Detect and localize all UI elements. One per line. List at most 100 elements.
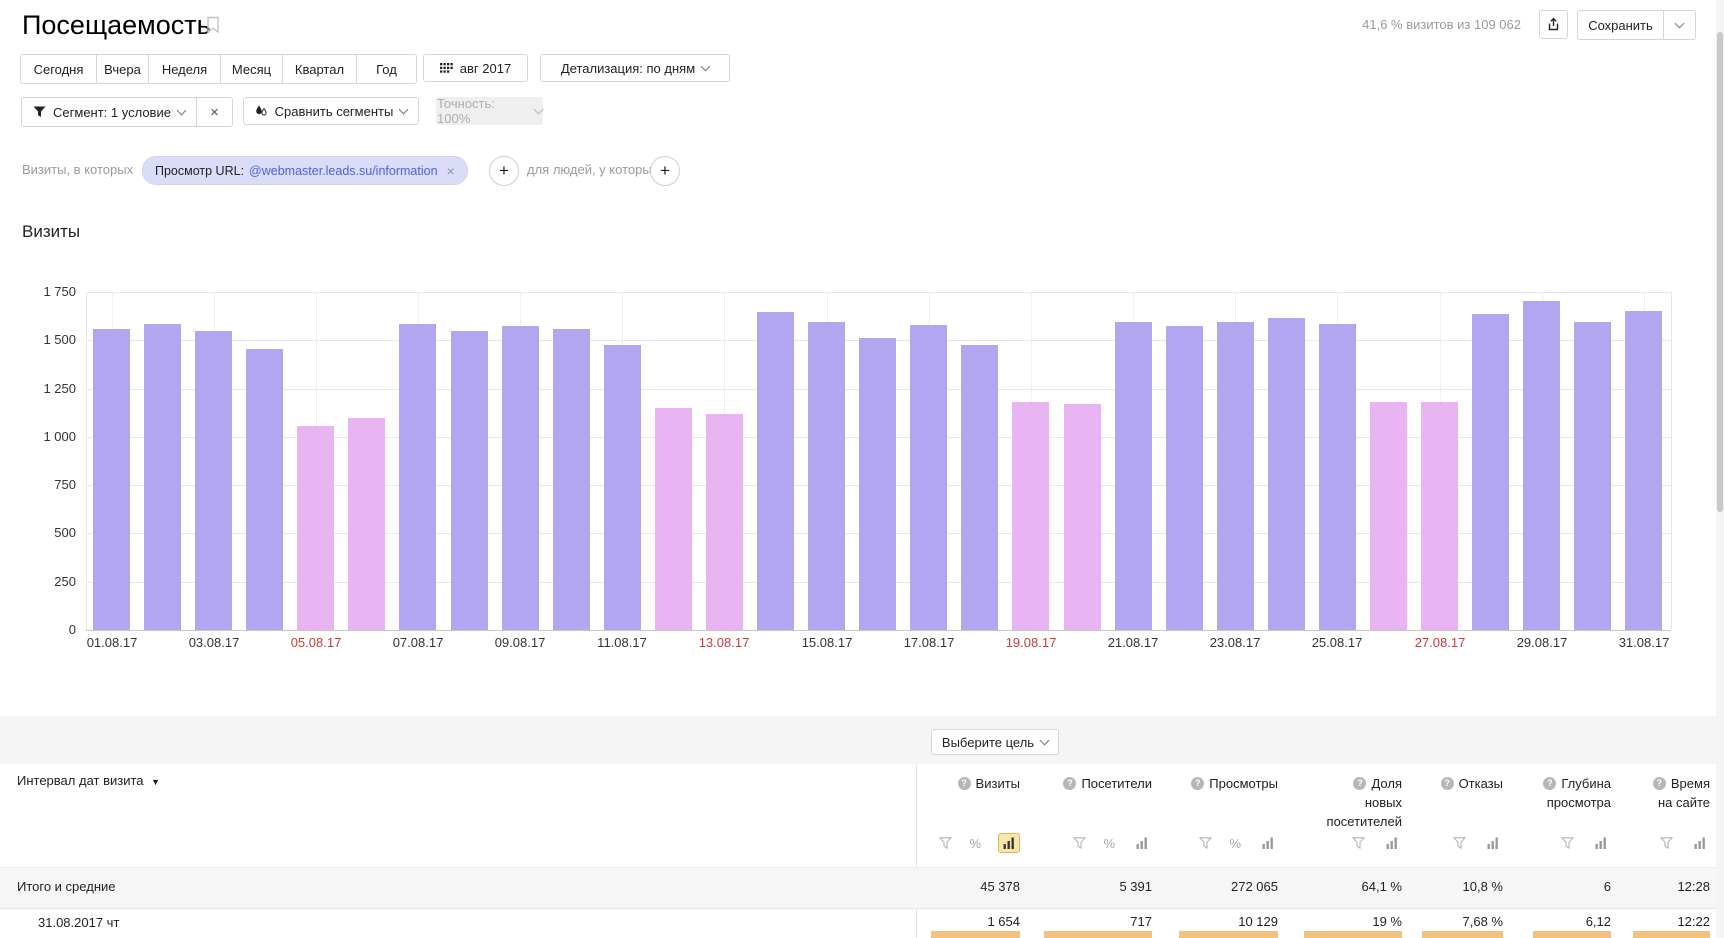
bar-22.08.17[interactable] — [1166, 326, 1203, 630]
bar-29.08.17[interactable] — [1523, 301, 1560, 630]
bar-19.08.17[interactable] — [1012, 402, 1049, 630]
tab-quarter[interactable]: Квартал — [283, 55, 357, 83]
close-icon[interactable]: × — [446, 162, 455, 179]
column-header-4[interactable]: ? Доля новых посетителей — [1272, 774, 1402, 831]
filter-funnel-icon[interactable] — [939, 837, 953, 849]
row-value-Глубина просмотра: 6,12 — [1585, 914, 1611, 929]
bar-23.08.17[interactable] — [1217, 322, 1254, 630]
bookmark-icon[interactable] — [206, 16, 220, 34]
totals-value-Отказы: 10,8 % — [1462, 879, 1503, 894]
filter-funnel-icon[interactable] — [1660, 837, 1673, 849]
bar-02.08.17[interactable] — [144, 324, 181, 630]
h-gridline — [86, 292, 1671, 293]
x-axis-label: 03.08.17 — [188, 635, 240, 650]
bar-16.08.17[interactable] — [859, 338, 896, 630]
bar-04.08.17[interactable] — [246, 349, 283, 630]
help-icon[interactable]: ? — [957, 777, 971, 790]
tab-today[interactable]: Сегодня — [21, 55, 97, 83]
bar-03.08.17[interactable] — [195, 331, 232, 630]
sort-bars-icon[interactable] — [1483, 834, 1503, 852]
detail-button[interactable]: Детализация: по дням — [540, 54, 730, 82]
bar-21.08.17[interactable] — [1115, 322, 1152, 630]
filter-funnel-icon[interactable] — [1352, 837, 1365, 849]
bar-01.08.17[interactable] — [93, 329, 130, 630]
url-filter-chip[interactable]: Просмотр URL: @webmaster.leads.su/inform… — [142, 156, 468, 185]
bar-09.08.17[interactable] — [502, 326, 539, 630]
bar-07.08.17[interactable] — [399, 324, 436, 630]
bar-10.08.17[interactable] — [553, 329, 590, 630]
percent-icon[interactable]: % — [1103, 835, 1115, 851]
select-goal-button[interactable]: Выберите цель — [931, 729, 1059, 755]
bar-27.08.17[interactable] — [1421, 402, 1458, 630]
column-header-2[interactable]: ? Посетители — [1022, 774, 1152, 793]
add-visit-condition-button[interactable]: + — [489, 156, 519, 186]
accuracy-button[interactable]: Точность: 100% — [436, 96, 544, 126]
compare-segments-button[interactable]: Сравнить сегменты — [243, 97, 419, 125]
first-column-header[interactable]: Интервал дат визита ▼ — [17, 773, 161, 788]
sort-bars-icon[interactable] — [1690, 834, 1710, 852]
bar-14.08.17[interactable] — [757, 312, 794, 630]
segment-clear-button[interactable]: × — [196, 98, 232, 126]
filter-funnel-icon[interactable] — [1561, 837, 1574, 849]
help-icon[interactable]: ? — [1652, 777, 1666, 790]
help-icon[interactable]: ? — [1063, 777, 1077, 790]
column-controls-4 — [1282, 833, 1402, 853]
help-icon[interactable]: ? — [1440, 777, 1454, 790]
save-menu-button[interactable] — [1663, 11, 1694, 39]
sort-bars-icon[interactable] — [1382, 834, 1402, 852]
save-button[interactable]: Сохранить — [1578, 11, 1663, 39]
scrollbar-thumb[interactable] — [1717, 32, 1723, 512]
filter-funnel-icon[interactable] — [1073, 837, 1087, 849]
bar-28.08.17[interactable] — [1472, 314, 1509, 630]
add-people-condition-button[interactable]: + — [650, 156, 680, 186]
sort-bars-icon[interactable] — [1591, 834, 1611, 852]
calendar-button[interactable]: авг 2017 — [423, 54, 528, 82]
help-icon[interactable]: ? — [1543, 777, 1557, 790]
scrollbar-track[interactable] — [1716, 0, 1724, 938]
help-icon[interactable]: ? — [1353, 777, 1367, 790]
sort-bars-icon-active[interactable] — [998, 833, 1020, 853]
bar-18.08.17[interactable] — [961, 345, 998, 630]
column-header-7[interactable]: ? Время на сайте — [1580, 774, 1710, 812]
segment-button[interactable]: Сегмент: 1 условие — [22, 98, 196, 126]
filter-funnel-icon[interactable] — [1453, 837, 1466, 849]
bar-15.08.17[interactable] — [808, 322, 845, 630]
sort-bars-icon[interactable] — [1258, 834, 1278, 852]
tab-week[interactable]: Неделя — [149, 55, 221, 83]
column-header-3[interactable]: ? Просмотры — [1148, 774, 1278, 793]
bar-24.08.17[interactable] — [1268, 318, 1305, 630]
column-header-5[interactable]: ? Отказы — [1373, 774, 1503, 793]
row-value-Отказы: 7,68 % — [1462, 914, 1503, 929]
chip-url-value[interactable]: @webmaster.leads.su/information — [249, 163, 438, 178]
tab-year[interactable]: Год — [376, 61, 397, 77]
bar-31.08.17[interactable] — [1625, 311, 1662, 630]
column-header-6[interactable]: ? Глубина просмотра — [1481, 774, 1611, 812]
bar-12.08.17[interactable] — [655, 408, 692, 630]
bar-30.08.17[interactable] — [1574, 322, 1611, 630]
bar-20.08.17[interactable] — [1064, 404, 1101, 630]
column-header-1[interactable]: ? Визиты — [890, 774, 1020, 793]
chart-title: Визиты — [22, 222, 81, 241]
percent-icon[interactable]: % — [1229, 835, 1241, 851]
funnel-icon — [33, 106, 46, 118]
x-axis-label: 29.08.17 — [1516, 635, 1568, 650]
bar-13.08.17[interactable] — [706, 414, 743, 630]
bar-08.08.17[interactable] — [451, 331, 488, 630]
filter-funnel-icon[interactable] — [1199, 837, 1213, 849]
bar-17.08.17[interactable] — [910, 325, 947, 630]
sort-bars-icon[interactable] — [1132, 834, 1152, 852]
column-header-label: новых — [1364, 795, 1402, 810]
bar-25.08.17[interactable] — [1319, 324, 1356, 630]
export-button[interactable] — [1539, 10, 1568, 39]
tab-month[interactable]: Месяц — [221, 55, 283, 83]
tab-yesterday[interactable]: Вчера — [97, 55, 149, 83]
help-icon[interactable]: ? — [1191, 777, 1205, 790]
bar-05.08.17[interactable] — [297, 426, 334, 630]
column-header-label: Доля — [1371, 776, 1402, 791]
bar-06.08.17[interactable] — [348, 418, 385, 630]
percent-icon[interactable]: % — [969, 835, 981, 851]
bar-26.08.17[interactable] — [1370, 402, 1407, 630]
table-row-date-label[interactable]: 31.08.2017 чт — [38, 915, 120, 930]
bar-11.08.17[interactable] — [604, 345, 641, 630]
cell-magnitude-bar — [1422, 931, 1503, 938]
